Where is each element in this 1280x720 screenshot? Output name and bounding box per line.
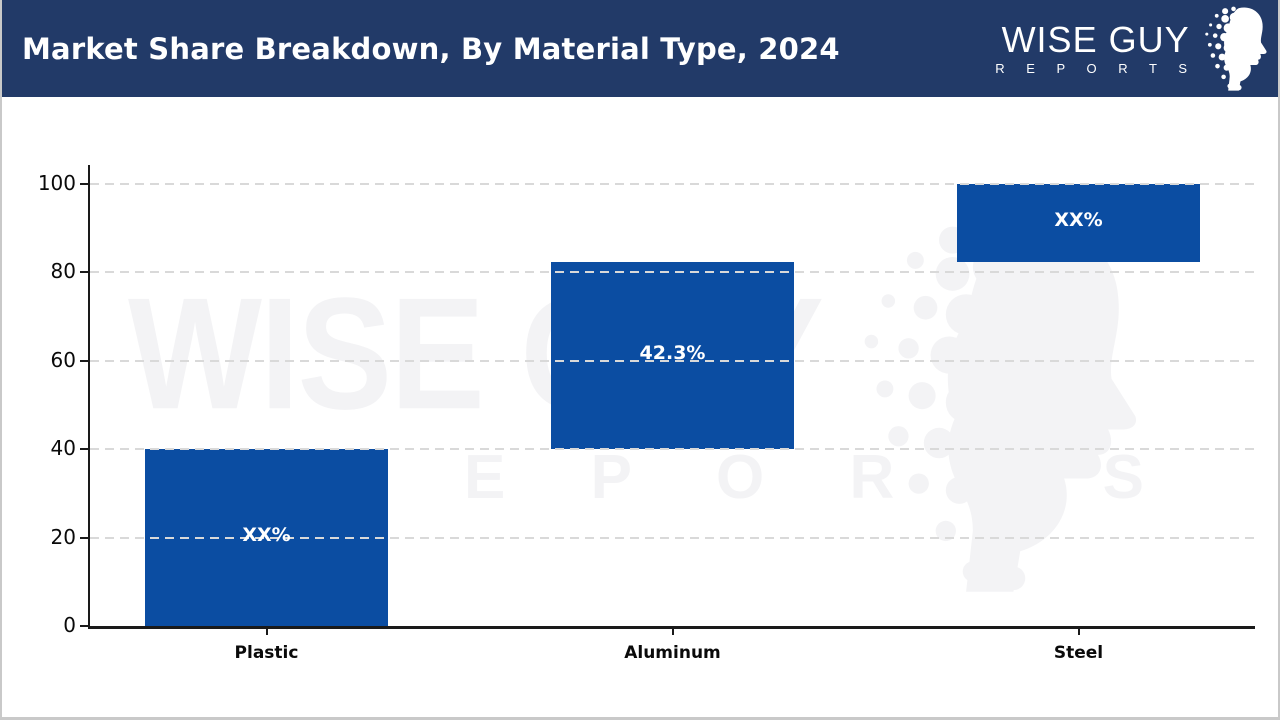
y-tick-mark: [80, 448, 89, 451]
y-tick-mark: [80, 183, 89, 185]
y-tick-mark: [80, 536, 89, 539]
chart-plot-area: WISE GUY R E P O R T S XX% Plastic 42.3% Al…: [2, 97, 1278, 717]
y-tick-label: 80: [50, 259, 76, 284]
y-tick-mark: [80, 359, 89, 362]
x-axis-line: [88, 626, 1255, 629]
chart-title: Market Share Breakdown, By Material Type…: [22, 31, 840, 66]
gridline-20: [90, 536, 1255, 539]
x-tick-label: Aluminum: [624, 643, 721, 663]
y-tick-label: 60: [50, 347, 76, 372]
gridline-40: [90, 448, 1255, 451]
y-tick-label: 20: [50, 524, 76, 549]
y-tick-mark: [80, 271, 89, 274]
logo-wordmark: WISE GUY: [1001, 18, 1190, 60]
x-tick-mark: [265, 628, 268, 635]
gridline-80: [90, 271, 1255, 274]
y-tick-label: 40: [50, 436, 76, 461]
gridline-60: [90, 359, 1255, 362]
x-tick-label: Steel: [1053, 643, 1104, 663]
x-tick-mark: [1077, 628, 1080, 635]
gridline-100: [90, 183, 1255, 185]
bar-aluminum: [551, 262, 794, 450]
y-tick-label: 100: [37, 171, 76, 195]
x-tick-label: Plastic: [234, 643, 299, 663]
x-tick-mark: [671, 628, 674, 635]
bar-value-label: XX%: [242, 523, 291, 546]
logo-subtext: R E P O R T S: [995, 60, 1196, 76]
y-tick-label: 0: [63, 613, 76, 637]
header-bar: Market Share Breakdown, By Material Type…: [2, 0, 1278, 97]
logo-head-icon: [1190, 5, 1274, 93]
y-axis-line: [88, 165, 90, 628]
brand-logo-text: WISE GUY R E P O R T S: [995, 18, 1196, 76]
bar-steel: [957, 184, 1200, 263]
brand-logo: WISE GUY R E P O R T S: [995, 0, 1274, 97]
y-tick-mark: [80, 625, 89, 627]
bar-value-label: 42.3%: [639, 341, 706, 364]
bar-value-label: XX%: [1054, 209, 1103, 232]
